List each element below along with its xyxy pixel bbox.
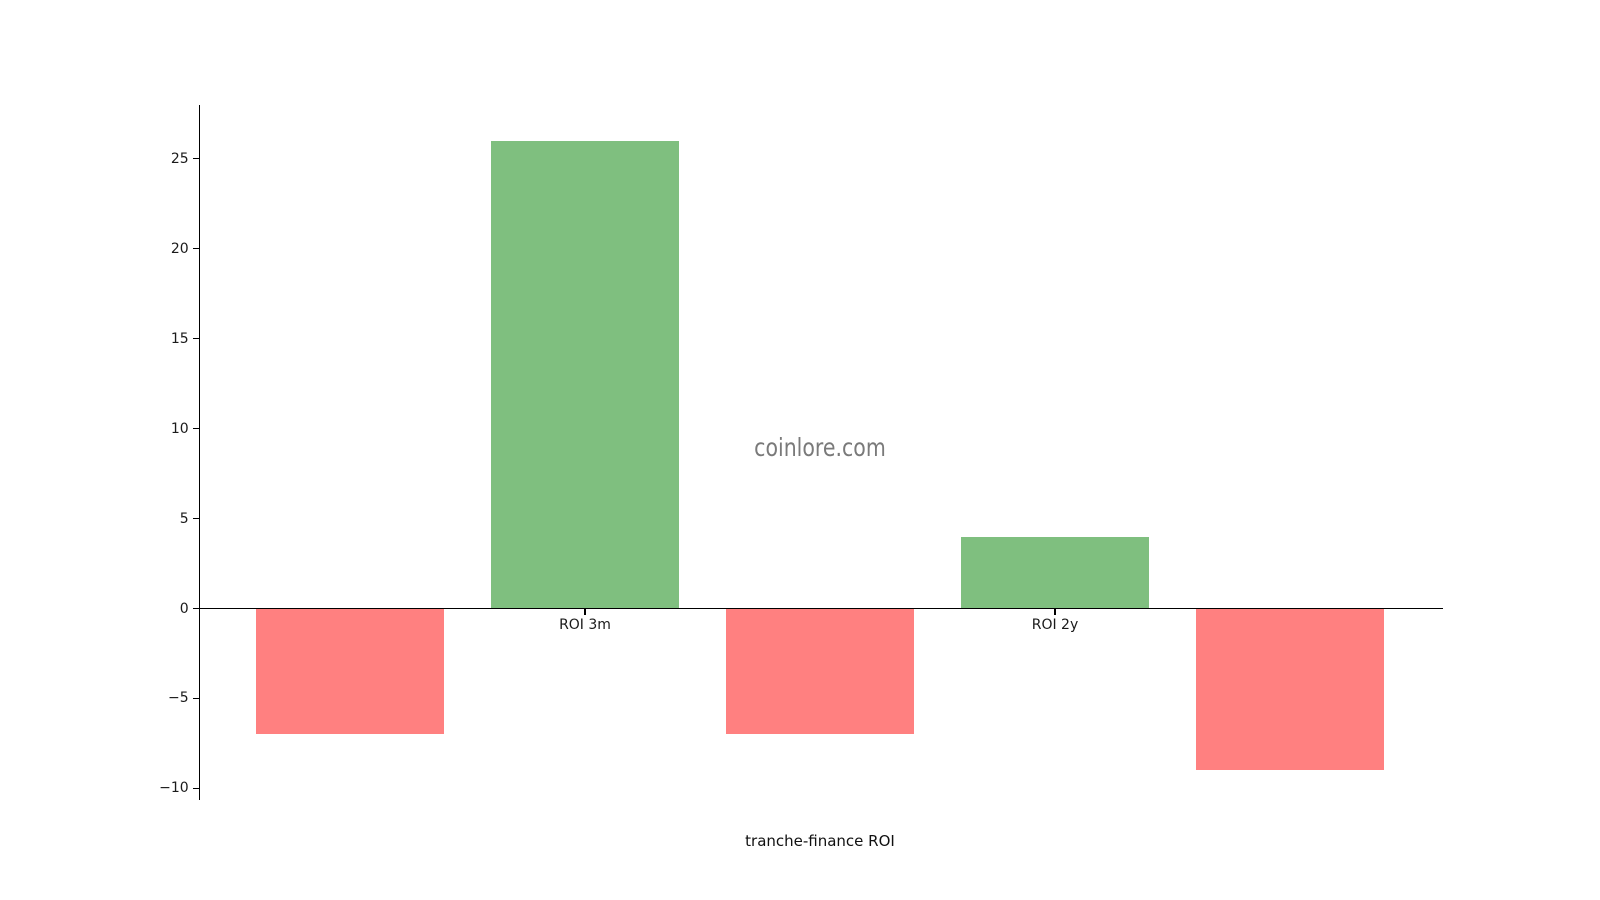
zero-line (200, 607, 1443, 610)
x-axis-title: tranche-finance ROI (745, 832, 895, 850)
x-tick-label: ROI 3m (559, 616, 611, 633)
x-tick (1054, 608, 1056, 615)
watermark: coinlore.com (754, 433, 886, 462)
bar (726, 608, 914, 735)
y-tick-label: −5 (168, 690, 189, 707)
y-tick (192, 338, 199, 340)
x-tick (584, 608, 586, 615)
bar (256, 608, 444, 735)
x-tick-label: ROI 2y (1031, 616, 1079, 633)
y-tick-label: 20 (170, 240, 189, 257)
y-tick-label: 0 (179, 600, 189, 617)
bar (961, 536, 1149, 609)
bar (1196, 608, 1384, 771)
y-tick (192, 607, 199, 610)
y-tick (192, 517, 199, 520)
y-tick (192, 427, 199, 430)
y-tick-label: 25 (170, 150, 189, 167)
y-axis-spine (198, 105, 200, 800)
y-tick (192, 158, 199, 160)
y-tick (192, 787, 199, 790)
y-tick-label: 5 (179, 510, 189, 527)
y-tick-label: 15 (170, 330, 189, 347)
bar (491, 140, 679, 609)
y-tick-label: 10 (170, 420, 189, 437)
y-tick (192, 248, 199, 250)
y-tick-label: −10 (159, 780, 189, 797)
y-tick (192, 697, 199, 700)
